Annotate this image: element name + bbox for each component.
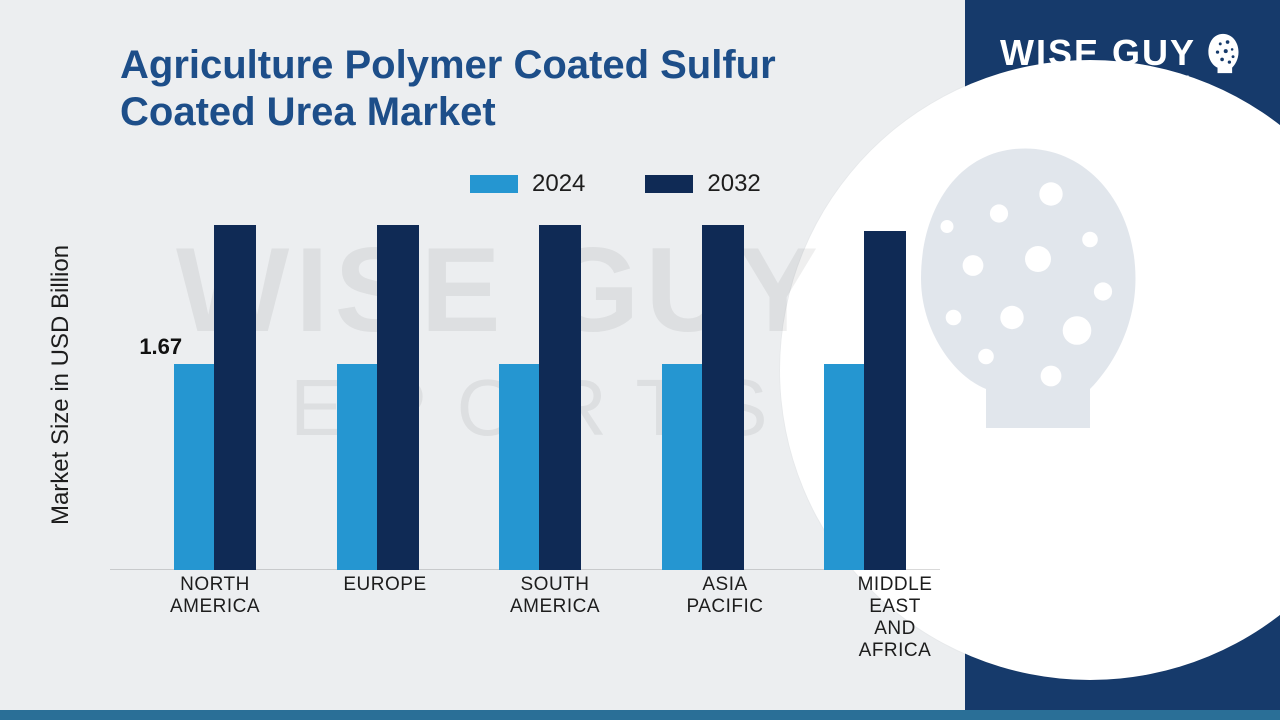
bar-group: [465, 200, 615, 570]
brand-line2: R E P O R T S: [994, 72, 1244, 112]
bar-group: 1.67: [140, 200, 290, 570]
legend: 2024 2032: [470, 170, 761, 198]
bar-group: [790, 200, 940, 570]
bar-groups: 1.67: [140, 200, 940, 570]
legend-label: 2032: [707, 170, 760, 198]
legend-swatch: [645, 175, 693, 193]
legend-label: 2024: [532, 170, 585, 198]
brand-line1: WISE GUY: [1000, 32, 1196, 74]
bar-group: [628, 200, 778, 570]
y-axis-label: Market Size in USD Billion: [47, 245, 75, 525]
brand-logo: WISE GUY R E P O R T S: [994, 32, 1244, 112]
y-axis-label-wrap: Market Size in USD Billion: [46, 200, 76, 570]
bar: 1.67: [174, 364, 216, 570]
x-axis-labels: NORTHAMERICAEUROPESOUTHAMERICAASIAPACIFI…: [140, 574, 970, 661]
plot-area: 1.67: [110, 200, 940, 570]
bar: [214, 225, 256, 570]
bar-value-label: 1.67: [139, 334, 182, 360]
bar: [337, 364, 379, 570]
bar: [662, 364, 704, 570]
legend-item: 2032: [645, 170, 760, 198]
stage: WISE GUY REPORTS WISE GUY R E P O R T S …: [0, 0, 1280, 720]
bar: [539, 225, 581, 570]
legend-item: 2024: [470, 170, 585, 198]
x-axis-label: SOUTHAMERICA: [480, 574, 630, 661]
bar: [499, 364, 541, 570]
x-axis-label: NORTHAMERICA: [140, 574, 290, 661]
bar-group: [303, 200, 453, 570]
ai-head-icon: [1202, 32, 1244, 74]
chart: Agriculture Polymer Coated Sulfur Coated…: [0, 0, 965, 720]
x-axis-label: EUROPE: [310, 574, 460, 661]
x-axis-label: ASIAPACIFIC: [650, 574, 800, 661]
legend-swatch: [470, 175, 518, 193]
bar: [377, 225, 419, 570]
bar: [864, 231, 906, 570]
bar: [702, 225, 744, 570]
bar: [824, 364, 866, 570]
chart-title: Agriculture Polymer Coated Sulfur Coated…: [120, 42, 860, 136]
x-axis-label: MIDDLEEASTANDAFRICA: [820, 574, 970, 661]
